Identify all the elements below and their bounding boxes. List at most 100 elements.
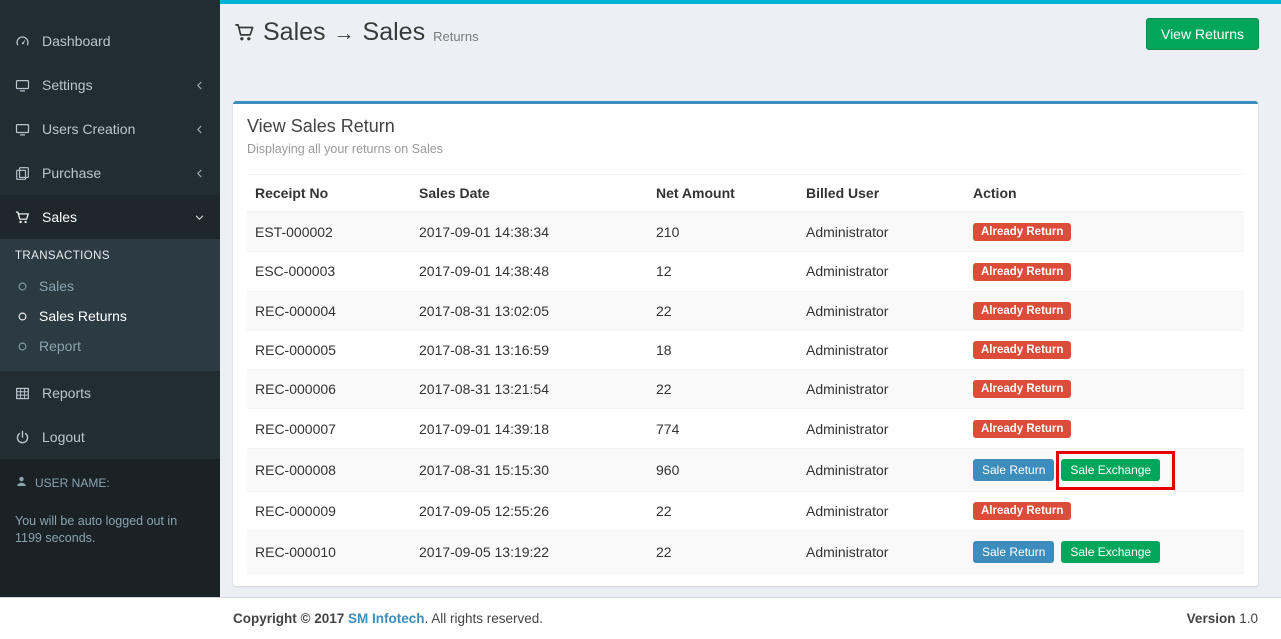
cart-icon	[234, 22, 255, 43]
copyright-year: Copyright © 2017	[233, 611, 345, 626]
cell-net-amount: 22	[648, 530, 798, 575]
cell-receipt-no: REC-000005	[247, 330, 411, 371]
sidebar-item-label: Settings	[42, 77, 93, 93]
monitor-icon	[15, 78, 42, 93]
sidebar-item-label: Dashboard	[42, 33, 111, 49]
copy-icon	[15, 166, 42, 181]
cell-actions: Sale Return Sale Exchange	[965, 530, 1244, 575]
breadcrumb-returns: Returns	[433, 29, 479, 44]
submenu-items: Sales Sales Returns Report	[0, 271, 220, 361]
sale-exchange-button[interactable]: Sale Exchange	[1061, 541, 1161, 564]
power-icon	[15, 430, 42, 445]
user-icon	[15, 475, 28, 491]
cell-receipt-no: ESC-000003	[247, 251, 411, 292]
already-return-badge: Already Return	[973, 341, 1072, 360]
table-row: ESC-000003 2017-09-01 14:38:48 12 Administr…	[247, 251, 1244, 292]
cell-sales-date: 2017-09-01 14:38:48	[411, 251, 648, 292]
circle-icon	[17, 281, 39, 292]
cell-billed-user: Administrator	[798, 448, 965, 492]
table-row: EST-000002 2017-09-01 14:38:34 210 Administ…	[247, 212, 1244, 253]
already-return-badge: Already Return	[973, 301, 1072, 320]
user-name-label: USER NAME:	[35, 476, 110, 490]
cell-sales-date: 2017-08-31 13:16:59	[411, 330, 648, 371]
cell-receipt-no: REC-000008	[247, 448, 411, 492]
cell-net-amount: 22	[648, 491, 798, 532]
panel-subtitle: Displaying all your returns on Sales	[247, 142, 443, 156]
cell-net-amount: 22	[648, 369, 798, 410]
column-header-receipt-no: Receipt No	[247, 174, 411, 213]
already-return-badge: Already Return	[973, 502, 1072, 521]
chevron-down-icon	[194, 212, 205, 223]
version-value: 1.0	[1239, 611, 1258, 626]
user-name-row: USER NAME:	[15, 475, 205, 491]
cell-net-amount: 18	[648, 330, 798, 371]
cell-receipt-no: EST-000002	[247, 212, 411, 253]
cell-billed-user: Administrator	[798, 212, 965, 253]
sidebar-menu: Dashboard Settings Users Creation Purchase S…	[0, 0, 220, 239]
version-label: Version	[1186, 611, 1236, 626]
cell-net-amount: 960	[648, 448, 798, 492]
sidebar-subitem-sales-returns[interactable]: Sales Returns	[0, 301, 220, 331]
breadcrumb-arrow-icon: →	[333, 21, 355, 45]
main-content: Sales → Sales Returns View Returns View …	[220, 0, 1281, 597]
sidebar-item-dashboard[interactable]: Dashboard	[0, 19, 220, 63]
sidebar-item-label: Reports	[42, 385, 92, 401]
cell-receipt-no: REC-000006	[247, 369, 411, 410]
column-header-action: Action	[965, 174, 1244, 213]
view-returns-button[interactable]: View Returns	[1145, 18, 1259, 50]
already-return-badge: Already Return	[973, 419, 1072, 438]
circle-icon	[17, 341, 39, 352]
company-link[interactable]: SM Infotech	[348, 611, 425, 626]
sales-returns-table: Receipt No Sales Date Net Amount Billed Use…	[247, 174, 1244, 575]
sidebar-item-users-creation[interactable]: Users Creation	[0, 107, 220, 151]
cart-icon	[15, 210, 42, 225]
auto-logout-notice: You will be auto logged out in 1199 seco…	[15, 514, 178, 545]
chevron-left-icon	[194, 124, 205, 135]
sidebar-item-logout[interactable]: Logout	[0, 415, 220, 459]
table-header-row: Receipt No Sales Date Net Amount Billed Use…	[247, 174, 1244, 213]
chevron-left-icon	[194, 80, 205, 91]
cell-actions: Already Return	[965, 491, 1244, 532]
cell-receipt-no: REC-000010	[247, 530, 411, 575]
already-return-badge: Already Return	[973, 262, 1072, 281]
column-header-sales-date: Sales Date	[411, 174, 648, 213]
cell-actions: Already Return	[965, 330, 1244, 371]
cell-billed-user: Administrator	[798, 491, 965, 532]
cell-sales-date: 2017-08-31 13:02:05	[411, 291, 648, 331]
column-header-net-amount: Net Amount	[648, 174, 798, 213]
sidebar-item-settings[interactable]: Settings	[0, 63, 220, 107]
cell-receipt-no: REC-000009	[247, 491, 411, 532]
page-title: Sales → Sales Returns	[234, 18, 479, 47]
sidebar-item-label: Sales	[42, 209, 78, 225]
version-text: Version 1.0	[1187, 611, 1258, 626]
rights-text: . All rights reserved.	[424, 611, 544, 626]
sidebar-subitem-sales[interactable]: Sales	[0, 271, 220, 301]
sidebar-item-sales[interactable]: Sales	[0, 195, 220, 239]
already-return-badge: Already Return	[973, 223, 1072, 242]
sidebar-menu-bottom: Reports Logout	[0, 371, 220, 459]
top-accent-strip	[220, 0, 1281, 4]
sale-exchange-button[interactable]: Sale Exchange	[1061, 458, 1161, 481]
content-header: Sales → Sales Returns View Returns	[220, 4, 1281, 56]
column-header-billed-user: Billed User	[798, 174, 965, 213]
cell-net-amount: 12	[648, 251, 798, 292]
annotation-highlight-box: Sale Exchange	[1056, 450, 1175, 490]
breadcrumb-sales: Sales	[263, 18, 326, 46]
sidebar-subitem-report[interactable]: Report	[0, 331, 220, 361]
cell-sales-date: 2017-09-01 14:39:18	[411, 408, 648, 449]
sale-return-button[interactable]: Sale Return	[973, 541, 1055, 564]
cell-billed-user: Administrator	[798, 408, 965, 449]
sidebar-item-purchase[interactable]: Purchase	[0, 151, 220, 195]
already-return-badge: Already Return	[973, 380, 1072, 399]
cell-billed-user: Administrator	[798, 330, 965, 371]
sale-return-button[interactable]: Sale Return	[973, 458, 1055, 481]
sidebar-item-label: Sales Returns	[39, 308, 127, 324]
table-row: REC-000006 2017-08-31 13:21:54 22 Administr…	[247, 369, 1244, 410]
breadcrumb-sales-secondary: Sales	[362, 18, 426, 46]
sidebar-item-label: Logout	[42, 429, 85, 445]
cell-actions: Sale Return Sale Exchange	[965, 448, 1244, 492]
cell-sales-date: 2017-08-31 13:21:54	[411, 369, 648, 410]
table-row: REC-000008 2017-08-31 15:15:30 960 Administ…	[247, 448, 1244, 492]
sidebar-item-reports[interactable]: Reports	[0, 371, 220, 415]
dashboard-icon	[15, 34, 42, 49]
